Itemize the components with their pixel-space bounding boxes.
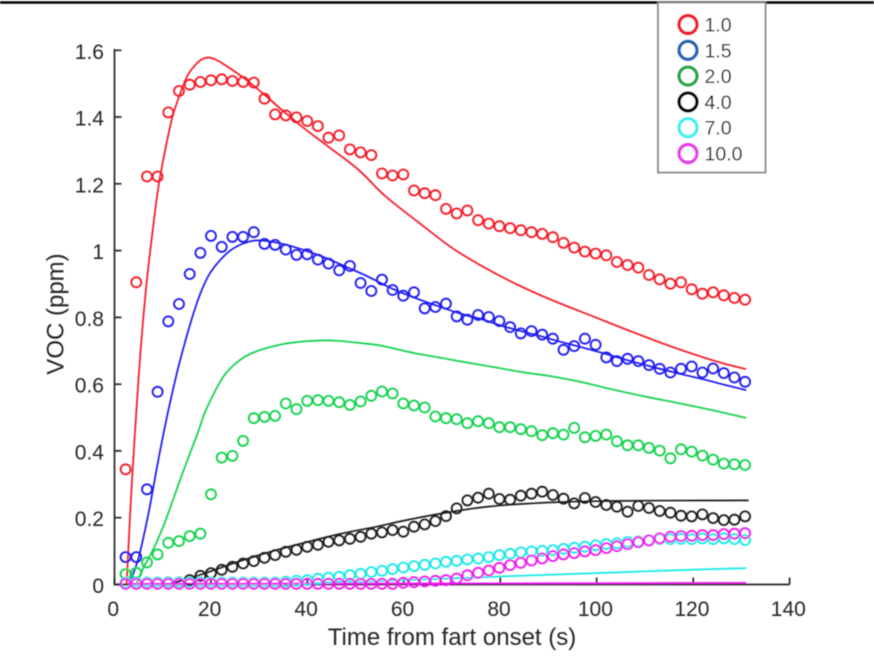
svg-text:1.5: 1.5 [705, 40, 732, 62]
svg-text:1.6: 1.6 [75, 41, 104, 64]
svg-text:80: 80 [487, 598, 510, 621]
svg-text:1: 1 [92, 241, 104, 264]
svg-text:10.0: 10.0 [705, 144, 743, 166]
svg-text:1.0: 1.0 [705, 15, 732, 37]
svg-text:7.0: 7.0 [705, 118, 732, 140]
svg-text:120: 120 [674, 598, 709, 621]
svg-text:Time from fart onset (s): Time from fart onset (s) [328, 624, 576, 651]
svg-text:20: 20 [198, 598, 221, 621]
svg-text:2.0: 2.0 [705, 66, 732, 88]
svg-text:0.2: 0.2 [75, 508, 104, 531]
svg-text:140: 140 [771, 598, 806, 621]
svg-text:1.4: 1.4 [75, 108, 105, 131]
svg-text:100: 100 [578, 598, 613, 621]
svg-text:1.2: 1.2 [75, 174, 104, 197]
svg-text:0.6: 0.6 [75, 375, 104, 398]
svg-text:0.4: 0.4 [75, 441, 105, 464]
svg-text:60: 60 [391, 598, 414, 621]
svg-text:VOC (ppm): VOC (ppm) [43, 253, 70, 374]
svg-text:0: 0 [92, 575, 104, 598]
svg-text:40: 40 [294, 598, 317, 621]
svg-text:4.0: 4.0 [705, 92, 732, 114]
svg-text:0.8: 0.8 [75, 308, 104, 331]
svg-text:0: 0 [107, 598, 119, 621]
